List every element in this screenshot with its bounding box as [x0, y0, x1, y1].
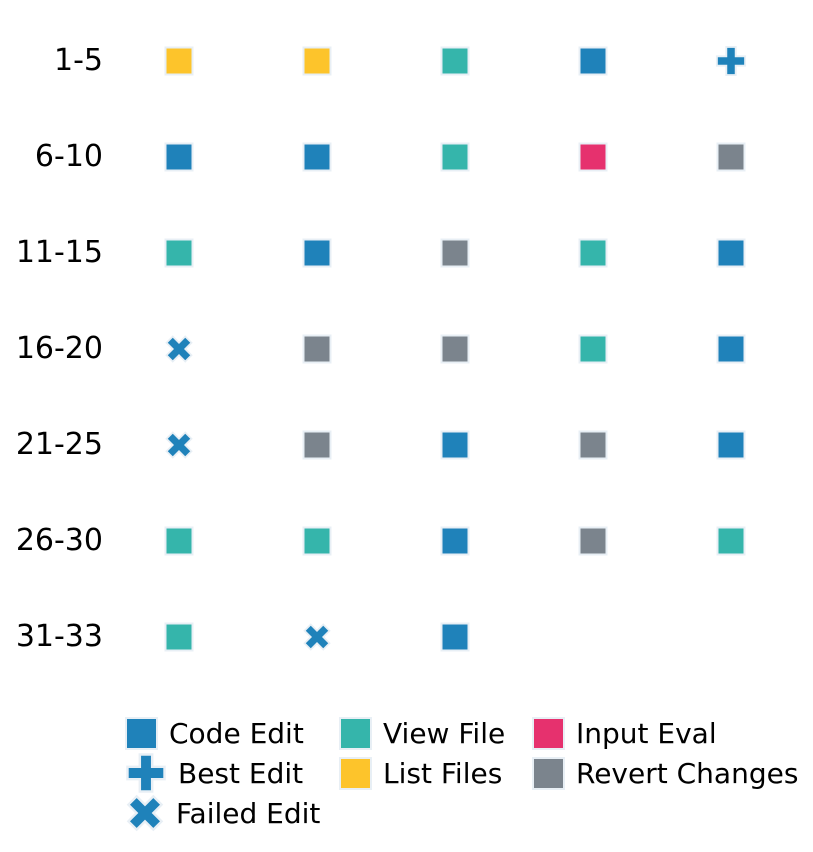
step-marker [164, 334, 194, 364]
marker-code-edit [716, 430, 746, 460]
step-marker [716, 238, 746, 268]
step-marker [578, 430, 608, 460]
marker-revert-changes [302, 430, 332, 460]
legend-label: Failed Edit [176, 796, 321, 830]
x-icon [165, 431, 193, 459]
marker-code-edit [302, 142, 332, 172]
step-marker [440, 526, 470, 556]
row-label-1-5: 1-5 [54, 43, 103, 78]
marker-code-edit [440, 622, 470, 652]
step-marker [716, 142, 746, 172]
step-marker [440, 430, 470, 460]
legend-item-view-file: View File [339, 713, 505, 753]
step-marker [164, 142, 194, 172]
legend-item-list-files: List Files [339, 753, 502, 793]
x-icon [165, 335, 193, 363]
legend-swatch-code-edit [125, 716, 158, 750]
marker-revert-changes [302, 334, 332, 364]
marker-view-file [302, 526, 332, 556]
step-marker [440, 238, 470, 268]
legend-swatch-view-file [339, 716, 372, 750]
legend-item-failed-edit: Failed Edit [125, 793, 320, 833]
step-marker [164, 526, 194, 556]
marker-view-file [164, 238, 194, 268]
marker-code-edit [302, 238, 332, 268]
step-marker [302, 430, 332, 460]
marker-revert-changes [578, 430, 608, 460]
row-label-6-10: 6-10 [34, 139, 103, 174]
legend-item-input-eval: Input Eval [532, 713, 717, 753]
legend-item-revert-changes: Revert Changes [532, 753, 798, 793]
row-label-26-30: 26-30 [15, 523, 103, 558]
legend-label: List Files [383, 756, 503, 790]
step-marker [440, 622, 470, 652]
step-marker [578, 526, 608, 556]
marker-view-file [440, 46, 470, 76]
legend-plus-icon [126, 753, 166, 793]
row-label-21-25: 21-25 [15, 427, 103, 462]
marker-code-edit [716, 238, 746, 268]
step-marker [302, 142, 332, 172]
marker-view-file [164, 622, 194, 652]
row-label-31-33: 31-33 [15, 619, 103, 654]
legend-label: View File [383, 716, 506, 750]
marker-view-file [164, 526, 194, 556]
marker-view-file [440, 142, 470, 172]
step-marker [578, 46, 608, 76]
step-marker [578, 238, 608, 268]
step-marker [578, 142, 608, 172]
x-icon [303, 623, 331, 651]
legend-label: Best Edit [178, 756, 304, 790]
legend-label: Revert Changes [576, 756, 799, 790]
step-marker [440, 142, 470, 172]
row-label-16-20: 16-20 [15, 331, 103, 366]
marker-revert-changes [716, 142, 746, 172]
marker-input-eval [578, 142, 608, 172]
plus-icon [715, 45, 747, 77]
marker-list-files [164, 46, 194, 76]
marker-revert-changes [578, 526, 608, 556]
legend-item-code-edit: Code Edit [125, 713, 304, 753]
legend-x-icon [126, 794, 164, 832]
marker-view-file [578, 334, 608, 364]
step-marker [302, 334, 332, 364]
marker-revert-changes [440, 238, 470, 268]
step-marker [302, 238, 332, 268]
step-marker [716, 430, 746, 460]
marker-revert-changes [440, 334, 470, 364]
legend-swatch-input-eval [532, 716, 565, 750]
legend-label: Code Edit [169, 716, 304, 750]
step-marker [440, 46, 470, 76]
marker-code-edit [440, 430, 470, 460]
step-marker [716, 334, 746, 364]
step-marker [164, 238, 194, 268]
step-marker [302, 526, 332, 556]
step-marker [716, 526, 746, 556]
marker-code-edit [164, 142, 194, 172]
step-marker [715, 45, 747, 77]
marker-code-edit [578, 46, 608, 76]
marker-code-edit [440, 526, 470, 556]
step-marker [164, 622, 194, 652]
step-marker [164, 430, 194, 460]
step-marker [302, 622, 332, 652]
step-marker [164, 46, 194, 76]
step-marker [578, 334, 608, 364]
marker-view-file [716, 526, 746, 556]
marker-list-files [302, 46, 332, 76]
legend-swatch-revert-changes [532, 756, 565, 790]
legend-item-best-edit: Best Edit [125, 753, 303, 793]
step-marker [440, 334, 470, 364]
legend-label: Input Eval [576, 716, 717, 750]
legend-swatch-list-files [339, 756, 372, 790]
step-marker [302, 46, 332, 76]
marker-code-edit [716, 334, 746, 364]
marker-view-file [578, 238, 608, 268]
row-label-11-15: 11-15 [15, 235, 103, 270]
